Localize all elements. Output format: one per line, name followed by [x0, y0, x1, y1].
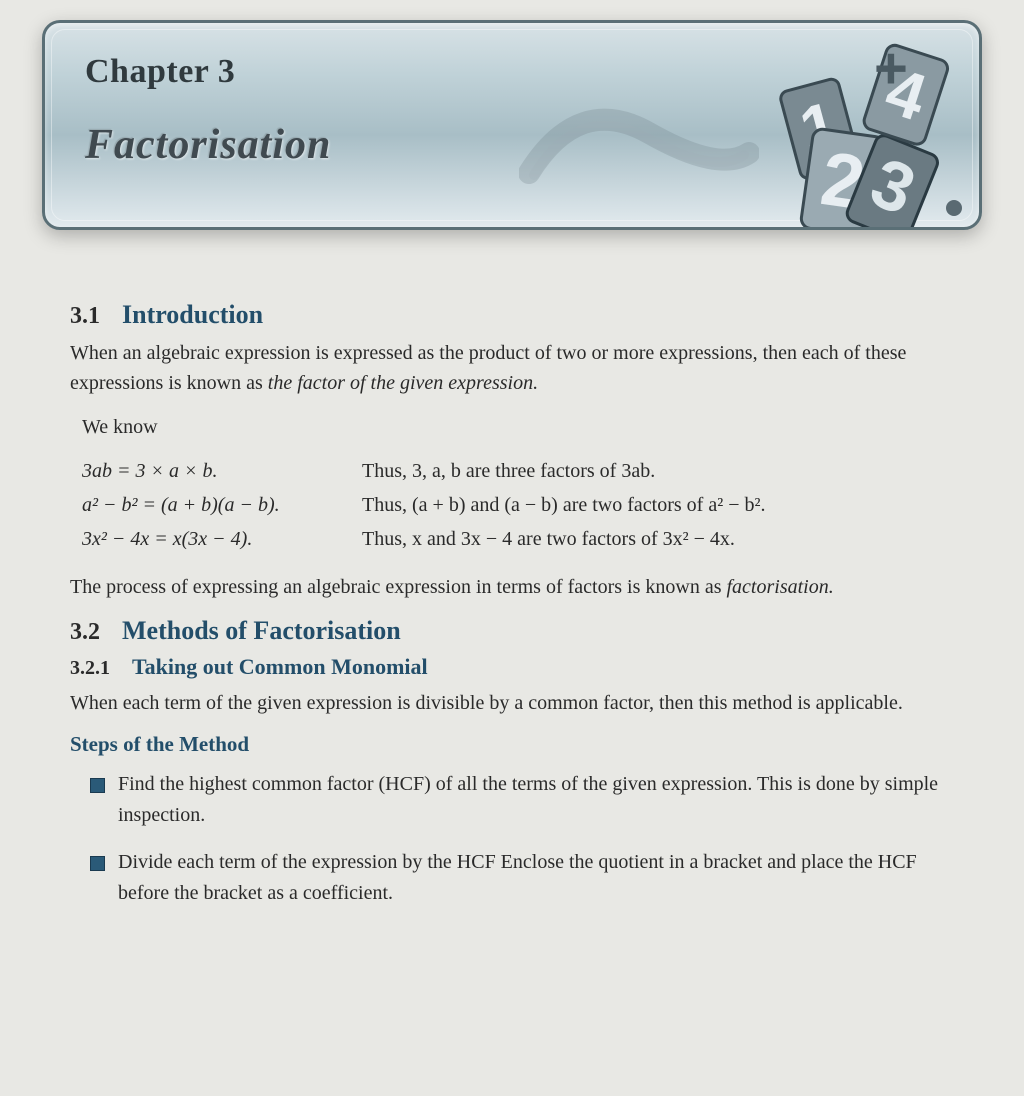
- example-1-right: Thus, 3, a, b are three factors of 3ab.: [362, 454, 655, 488]
- subsection-number: 3.2.1: [70, 657, 110, 680]
- swirl-decoration: [519, 83, 759, 203]
- def-text: The process of expressing an algebraic e…: [70, 576, 726, 598]
- section-3-2-heading: 3.2 Methods of Factorisation: [70, 616, 954, 646]
- section-number: 3.2: [70, 619, 100, 646]
- art-plus: +: [874, 36, 908, 101]
- examples-block: 3ab = 3 × a × b. Thus, 3, a, b are three…: [82, 454, 954, 556]
- def-em: factorisation.: [726, 576, 833, 598]
- example-2-right: Thus, (a + b) and (a − b) are two factor…: [362, 488, 765, 522]
- step-item: Divide each term of the expression by th…: [98, 847, 954, 909]
- page-content: 3.1 Introduction When an algebraic expre…: [30, 300, 994, 909]
- subsection-3-2-1-heading: 3.2.1 Taking out Common Monomial: [70, 654, 954, 680]
- steps-list: Find the highest common factor (HCF) of …: [70, 769, 954, 909]
- example-3-right: Thus, x and 3x − 4 are two factors of 3x…: [362, 522, 735, 556]
- factorisation-def: The process of expressing an algebraic e…: [70, 572, 954, 602]
- art-dot: [946, 200, 962, 216]
- chapter-banner: Chapter 3 Factorisation 1 2 3 4 +: [42, 20, 982, 230]
- example-1-left: 3ab = 3 × a × b.: [82, 454, 362, 488]
- example-row-2: a² − b² = (a + b)(a − b). Thus, (a + b) …: [82, 488, 954, 522]
- section-title: Methods of Factorisation: [122, 616, 401, 646]
- numbers-3d-icon: 1 2 3 4 +: [759, 20, 982, 230]
- section-3-1-heading: 3.1 Introduction: [70, 300, 954, 330]
- example-row-3: 3x² − 4x = x(3x − 4). Thus, x and 3x − 4…: [82, 522, 954, 556]
- section-number: 3.1: [70, 303, 100, 330]
- intro-em: the factor of the given expression.: [268, 372, 538, 394]
- example-row-1: 3ab = 3 × a × b. Thus, 3, a, b are three…: [82, 454, 954, 488]
- example-2-left: a² − b² = (a + b)(a − b).: [82, 488, 362, 522]
- section-title: Introduction: [122, 300, 263, 330]
- example-3-left: 3x² − 4x = x(3x − 4).: [82, 522, 362, 556]
- method-paragraph: When each term of the given expression i…: [70, 688, 954, 718]
- we-know-label: We know: [82, 412, 954, 442]
- subsection-title: Taking out Common Monomial: [132, 654, 428, 680]
- intro-paragraph: When an algebraic expression is expresse…: [70, 338, 954, 398]
- steps-heading: Steps of the Method: [70, 732, 954, 757]
- step-item: Find the highest common factor (HCF) of …: [98, 769, 954, 831]
